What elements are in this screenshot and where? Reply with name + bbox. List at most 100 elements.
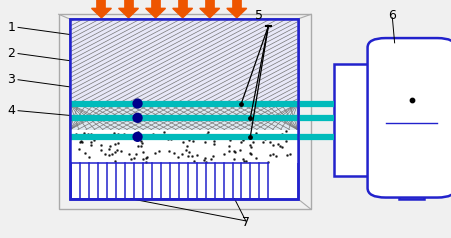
Point [216,134,223,138]
Point [269,152,276,156]
Point [248,153,255,156]
Text: 4: 4 [7,104,15,117]
Point [138,139,145,143]
Point [164,137,171,141]
Point [114,132,121,136]
Point [142,156,149,159]
Point [189,139,197,143]
Point [210,139,217,143]
Point [265,160,272,164]
Point [114,148,121,152]
Point [278,145,285,149]
Point [117,149,124,153]
Point [182,149,189,152]
Point [239,138,247,142]
Point [185,150,193,154]
Point [105,147,112,150]
Point [115,141,122,145]
Bar [70,130,298,163]
Point [139,157,147,161]
Point [149,133,156,136]
Point [190,159,198,163]
Point [267,153,274,157]
Point [105,153,112,157]
Point [87,144,94,147]
Point [139,150,146,154]
Point [227,139,234,142]
Point [151,151,158,154]
Point [283,153,290,157]
Polygon shape [146,8,166,18]
Point [83,135,91,139]
Point [240,157,247,161]
Point [134,130,142,134]
Point [221,153,228,156]
Point [167,137,174,141]
Point [226,144,233,148]
Point [165,149,172,153]
Point [78,140,86,144]
Point [249,140,256,144]
Point [153,135,160,139]
Point [282,129,289,133]
Point [279,132,286,136]
Point [237,140,244,144]
Point [121,132,128,136]
Point [183,144,190,148]
Point [81,151,88,155]
Point [209,154,216,158]
Point [134,135,141,139]
Point [202,160,210,164]
Point [134,135,142,139]
Point [247,151,254,155]
Text: 1: 1 [7,21,15,34]
Point [111,150,118,154]
Point [210,142,217,146]
Point [101,152,109,156]
Point [149,133,156,137]
Point [90,139,97,142]
Point [253,156,260,160]
Point [179,140,186,144]
Text: 7: 7 [242,216,250,229]
Point [247,116,254,120]
Point [205,130,212,134]
Bar [70,19,298,104]
Bar [70,104,298,130]
Point [231,150,238,154]
Point [138,144,145,148]
Point [110,131,118,134]
Point [247,135,254,139]
Point [134,102,141,105]
Point [189,154,196,158]
Bar [59,14,311,209]
Point [170,151,178,155]
Point [128,157,135,161]
Polygon shape [92,8,111,18]
Point [246,143,253,147]
Point [202,157,209,160]
Point [139,141,146,145]
Point [200,158,207,162]
Text: 6: 6 [388,9,396,22]
Polygon shape [119,8,138,18]
Point [238,102,245,105]
Polygon shape [227,8,247,18]
Point [252,131,259,135]
Point [134,116,141,120]
Point [202,140,209,144]
Point [156,149,163,153]
Point [132,152,139,156]
Point [230,149,238,153]
Bar [334,64,368,176]
Point [243,159,250,163]
Polygon shape [173,8,193,18]
Point [239,138,247,141]
Point [179,153,186,156]
Point [130,156,138,160]
Point [75,147,83,151]
Point [230,157,238,161]
Point [248,145,255,149]
Point [96,136,103,140]
Point [85,132,92,136]
